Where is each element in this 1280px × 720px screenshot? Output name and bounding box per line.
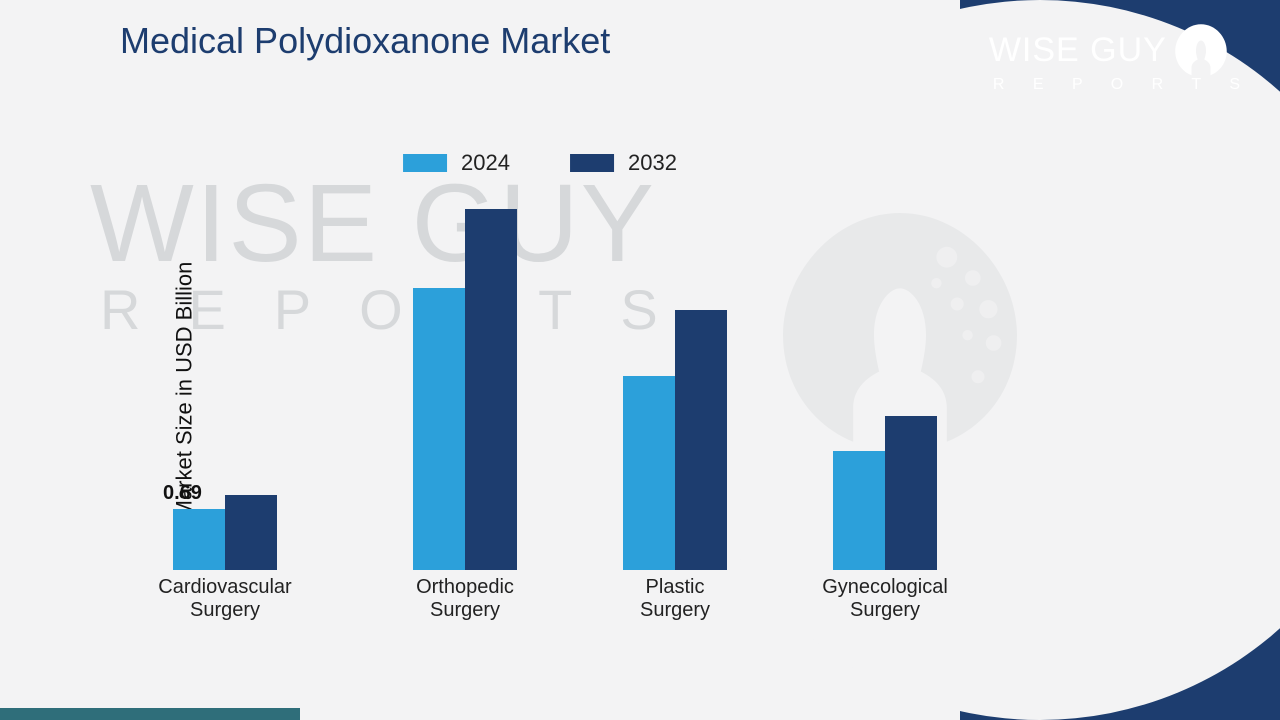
brand-line1: WISE GUY [989,31,1167,70]
bar-2024 [833,451,885,570]
category-label: GynecologicalSurgery [795,576,975,622]
legend-swatch-2032 [570,154,614,172]
chart-title: Medical Polydioxanone Market [120,20,610,62]
bar-2032 [225,495,277,570]
legend: 2024 2032 [403,150,677,176]
bar-2024 [623,376,675,570]
legend-label-2024: 2024 [461,150,510,176]
bar-chart: Market Size in USD Billion 2024 2032 0.6… [100,150,980,630]
bar-group: 0.69CardiovascularSurgery [140,495,310,570]
bar-2032 [465,209,517,570]
bar-2024 [413,288,465,570]
bar-2032 [675,310,727,570]
brand-logo: WISE GUY R E P O R T S [989,22,1252,94]
bar-group: PlasticSurgery [590,310,760,570]
plot-area: 0.69CardiovascularSurgery OrthopedicSurge… [120,200,980,570]
bottom-accent-bar [0,708,300,720]
brand-head-icon [1173,22,1229,78]
bar-value-label: 0.69 [163,482,202,505]
category-label: CardiovascularSurgery [135,576,315,622]
bar-2024: 0.69 [173,509,225,570]
category-label: OrthopedicSurgery [375,576,555,622]
legend-item-2032: 2032 [570,150,677,176]
brand-line2: R E P O R T S [989,76,1252,94]
page-root: WISE GUY REPORTS WISE GUY [0,0,1280,720]
bar-group: OrthopedicSurgery [380,209,550,570]
legend-swatch-2024 [403,154,447,172]
legend-item-2024: 2024 [403,150,510,176]
bar-group: GynecologicalSurgery [800,416,970,570]
bar-2032 [885,416,937,570]
legend-label-2032: 2032 [628,150,677,176]
category-label: PlasticSurgery [585,576,765,622]
